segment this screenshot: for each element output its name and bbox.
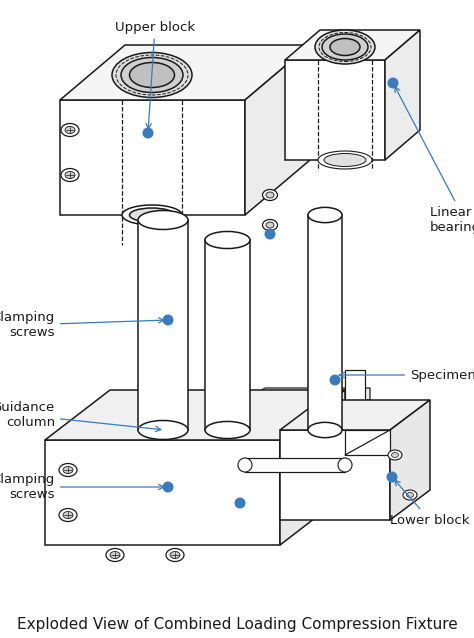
Ellipse shape: [338, 458, 352, 472]
Circle shape: [235, 498, 246, 508]
Polygon shape: [245, 400, 370, 415]
Ellipse shape: [403, 490, 417, 500]
Ellipse shape: [324, 154, 366, 167]
Text: Lower block: Lower block: [390, 480, 470, 526]
Circle shape: [386, 471, 398, 482]
Ellipse shape: [308, 207, 342, 223]
Ellipse shape: [170, 551, 180, 558]
Ellipse shape: [205, 232, 250, 249]
Ellipse shape: [318, 151, 372, 169]
Ellipse shape: [315, 30, 375, 64]
Ellipse shape: [392, 452, 399, 457]
Ellipse shape: [407, 493, 413, 498]
Text: Exploded View of Combined Loading Compression Fixture: Exploded View of Combined Loading Compre…: [17, 618, 457, 632]
Ellipse shape: [61, 124, 79, 137]
Polygon shape: [345, 370, 365, 430]
Polygon shape: [45, 440, 280, 545]
Ellipse shape: [110, 551, 120, 558]
Polygon shape: [285, 60, 385, 160]
Circle shape: [329, 375, 340, 385]
Polygon shape: [60, 45, 310, 100]
Ellipse shape: [263, 189, 277, 200]
Ellipse shape: [308, 422, 342, 438]
Polygon shape: [245, 458, 345, 472]
Text: Upper block: Upper block: [115, 20, 195, 129]
Ellipse shape: [61, 168, 79, 181]
Ellipse shape: [121, 57, 183, 93]
Circle shape: [264, 228, 275, 239]
Ellipse shape: [238, 458, 252, 472]
Ellipse shape: [65, 172, 75, 179]
Text: Clamping
screws: Clamping screws: [0, 311, 164, 339]
Ellipse shape: [59, 508, 77, 521]
Polygon shape: [385, 30, 420, 160]
Text: Linear ball
bearing: Linear ball bearing: [395, 87, 474, 234]
Ellipse shape: [138, 211, 188, 230]
Ellipse shape: [330, 38, 360, 56]
Polygon shape: [345, 420, 380, 430]
Ellipse shape: [112, 52, 192, 98]
Ellipse shape: [59, 463, 77, 477]
Ellipse shape: [388, 450, 402, 460]
Polygon shape: [245, 45, 310, 215]
Ellipse shape: [263, 219, 277, 230]
Polygon shape: [285, 30, 420, 60]
Text: Clamping
screws: Clamping screws: [0, 473, 164, 501]
Ellipse shape: [166, 549, 184, 561]
Polygon shape: [390, 400, 430, 520]
Ellipse shape: [266, 222, 274, 228]
Text: Specimen: Specimen: [339, 369, 474, 382]
Polygon shape: [345, 430, 390, 455]
Circle shape: [388, 77, 399, 89]
Ellipse shape: [129, 63, 174, 87]
Ellipse shape: [106, 549, 124, 561]
Polygon shape: [245, 390, 345, 410]
Ellipse shape: [63, 512, 73, 519]
Ellipse shape: [205, 422, 250, 438]
Polygon shape: [138, 220, 188, 430]
Polygon shape: [280, 400, 430, 430]
Ellipse shape: [122, 205, 182, 225]
Polygon shape: [45, 390, 345, 440]
Polygon shape: [205, 240, 250, 430]
Ellipse shape: [129, 208, 174, 222]
Ellipse shape: [266, 192, 274, 198]
Polygon shape: [245, 388, 370, 400]
Polygon shape: [280, 430, 390, 520]
Polygon shape: [60, 100, 245, 215]
Polygon shape: [308, 215, 342, 430]
Text: Guidance
column: Guidance column: [0, 401, 161, 432]
Circle shape: [143, 128, 154, 138]
Ellipse shape: [63, 466, 73, 473]
Ellipse shape: [322, 34, 368, 60]
Ellipse shape: [138, 420, 188, 440]
Ellipse shape: [65, 126, 75, 133]
Circle shape: [163, 482, 173, 493]
Circle shape: [163, 315, 173, 325]
Polygon shape: [280, 390, 345, 545]
